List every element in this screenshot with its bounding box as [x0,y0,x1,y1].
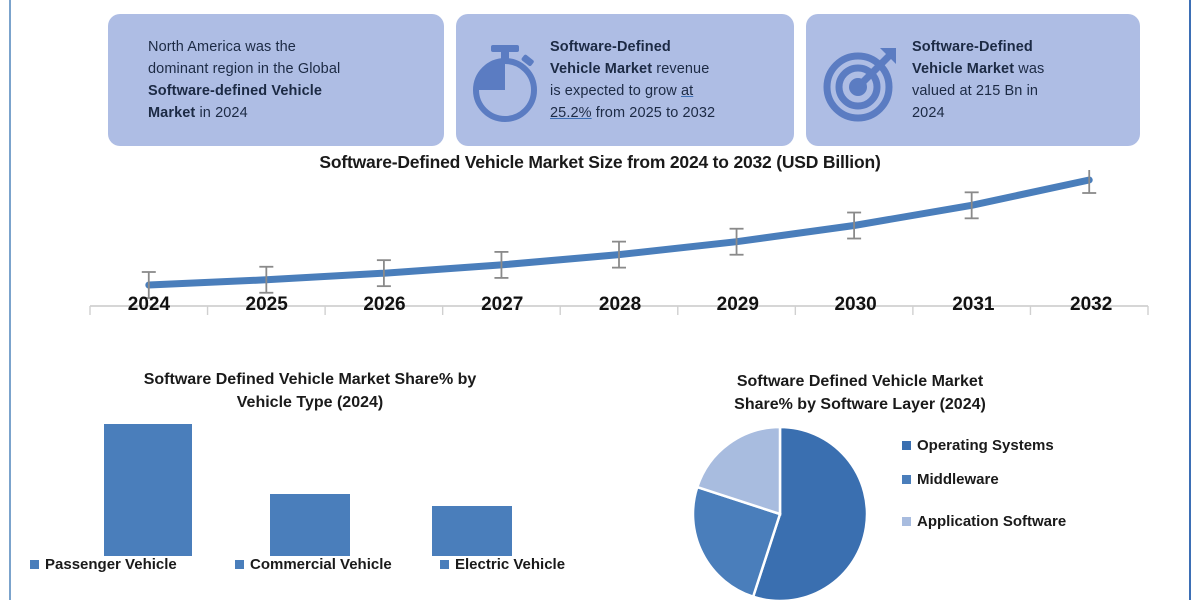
bar-legend-label-1: Commercial Vehicle [250,556,392,573]
info-card-region: North America was the dominant region in… [108,14,444,146]
info-cards: North America was the dominant region in… [108,14,1140,146]
pie-legend-item-0[interactable]: Operating Systems [902,436,1092,456]
card3-text1: was [1014,60,1045,77]
info-card-cagr: Software-Defined Vehicle Market revenue … [456,14,794,146]
bar-legend-item-1[interactable]: Commercial Vehicle [235,556,440,573]
pie-chart-graphic [691,425,892,611]
x-label-2024: 2024 [127,294,171,315]
target-icon [818,30,904,130]
bar-chart-title: Software Defined Vehicle Market Share% b… [60,368,560,414]
page-border [9,0,1191,600]
pie-slice-1 [691,485,782,599]
pie-slice-2 [695,425,782,516]
pie-chart-title-line1: Software Defined Vehicle Market [736,373,984,390]
card2-text2: is expected to grow [550,83,681,99]
x-label-2025: 2025 [245,294,288,315]
card1-bold1: Software-defined Vehicle [148,83,323,99]
info-card-value-text: Software-Defined Vehicle Market was valu… [912,36,1122,124]
pie-legend-item-2[interactable]: Application Software [902,512,1092,532]
x-label-2032: 2032 [1070,294,1113,315]
pie-chart-title: Software Defined Vehicle Market Share% b… [680,370,1040,416]
line-chart-x-axis-labels: 2024 2025 2026 2027 2028 2029 2030 2031 … [90,294,1150,316]
bar-legend-item-0[interactable]: Passenger Vehicle [30,556,235,573]
bar-0 [104,424,192,556]
card2-bold2: Vehicle Market [550,60,653,77]
bar-chart-title-line2: Vehicle Type (2024) [236,394,384,412]
card3-text3: 2024 [912,105,945,122]
bar-chart-bars [0,358,620,600]
x-label-2029: 2029 [716,294,759,315]
card2-text3: from 2025 to 2032 [591,105,716,122]
card2-underline2: 25.2% [550,105,592,122]
x-label-2030: 2030 [834,294,877,315]
legend-swatch-icon [902,441,911,450]
line-chart-svg [89,170,1149,315]
x-label-2027: 2027 [481,294,524,315]
bar-2 [432,505,512,556]
pie-legend-label-2: Application Software [917,512,1067,530]
card2-underline1: at [680,83,694,99]
pie-legend-label-0: Operating Systems [917,437,1054,454]
card1-line1: North America was the [148,38,296,55]
card1-line3: in 2024 [195,105,248,122]
legend-swatch-icon [30,560,39,569]
x-label-2028: 2028 [598,294,642,315]
bar-legend-label-2: Electric Vehicle [455,556,566,573]
legend-swatch-icon [902,516,911,526]
line-chart-title: Software-Defined Vehicle Market Size fro… [319,152,881,172]
card3-text2: valued at 215 Bn in [912,83,1039,99]
pie-legend-item-1[interactable]: Middleware [902,470,1092,490]
info-card-value: Software-Defined Vehicle Market was valu… [806,14,1140,146]
bar-legend-label-0: Passenger Vehicle [45,556,177,573]
x-label-2031: 2031 [952,294,995,315]
bar-chart-legend: Passenger Vehicle Commercial Vehicle Ele… [30,556,610,573]
card1-line2: dominant region in the Global [148,60,341,77]
card3-bold2: Vehicle Market [912,60,1015,77]
bar-legend-item-2[interactable]: Electric Vehicle [440,556,565,573]
line-chart-section: Software-Defined Vehicle Market Size fro… [0,152,1200,342]
pie-legend-label-1: Middleware [917,470,999,488]
bar-1 [270,493,350,556]
pie-chart-legend: Operating Systems Middleware Application… [902,436,1092,545]
card1-bold2: Market [148,105,196,122]
info-card-cagr-text: Software-Defined Vehicle Market revenue … [550,36,762,124]
pie-chart-title-line2: Share% by Software Layer (2024) [734,396,986,414]
card3-bold1: Software-Defined [912,38,1033,55]
legend-swatch-icon [902,474,911,484]
x-label-2026: 2026 [363,294,406,315]
stopwatch-icon [468,30,542,130]
info-card-region-text: North America was the dominant region in… [120,36,340,124]
card2-bold1: Software-Defined [550,38,671,55]
legend-swatch-icon [440,560,449,569]
pie-chart-section: Software Defined Vehicle Market Share% b… [680,358,1200,603]
bar-chart-title-line1: Software Defined Vehicle Market Share% b… [143,371,477,388]
card2-text1: revenue [652,60,710,77]
legend-swatch-icon [235,560,244,569]
bar-chart-section: Software Defined Vehicle Market Share% b… [0,358,620,600]
